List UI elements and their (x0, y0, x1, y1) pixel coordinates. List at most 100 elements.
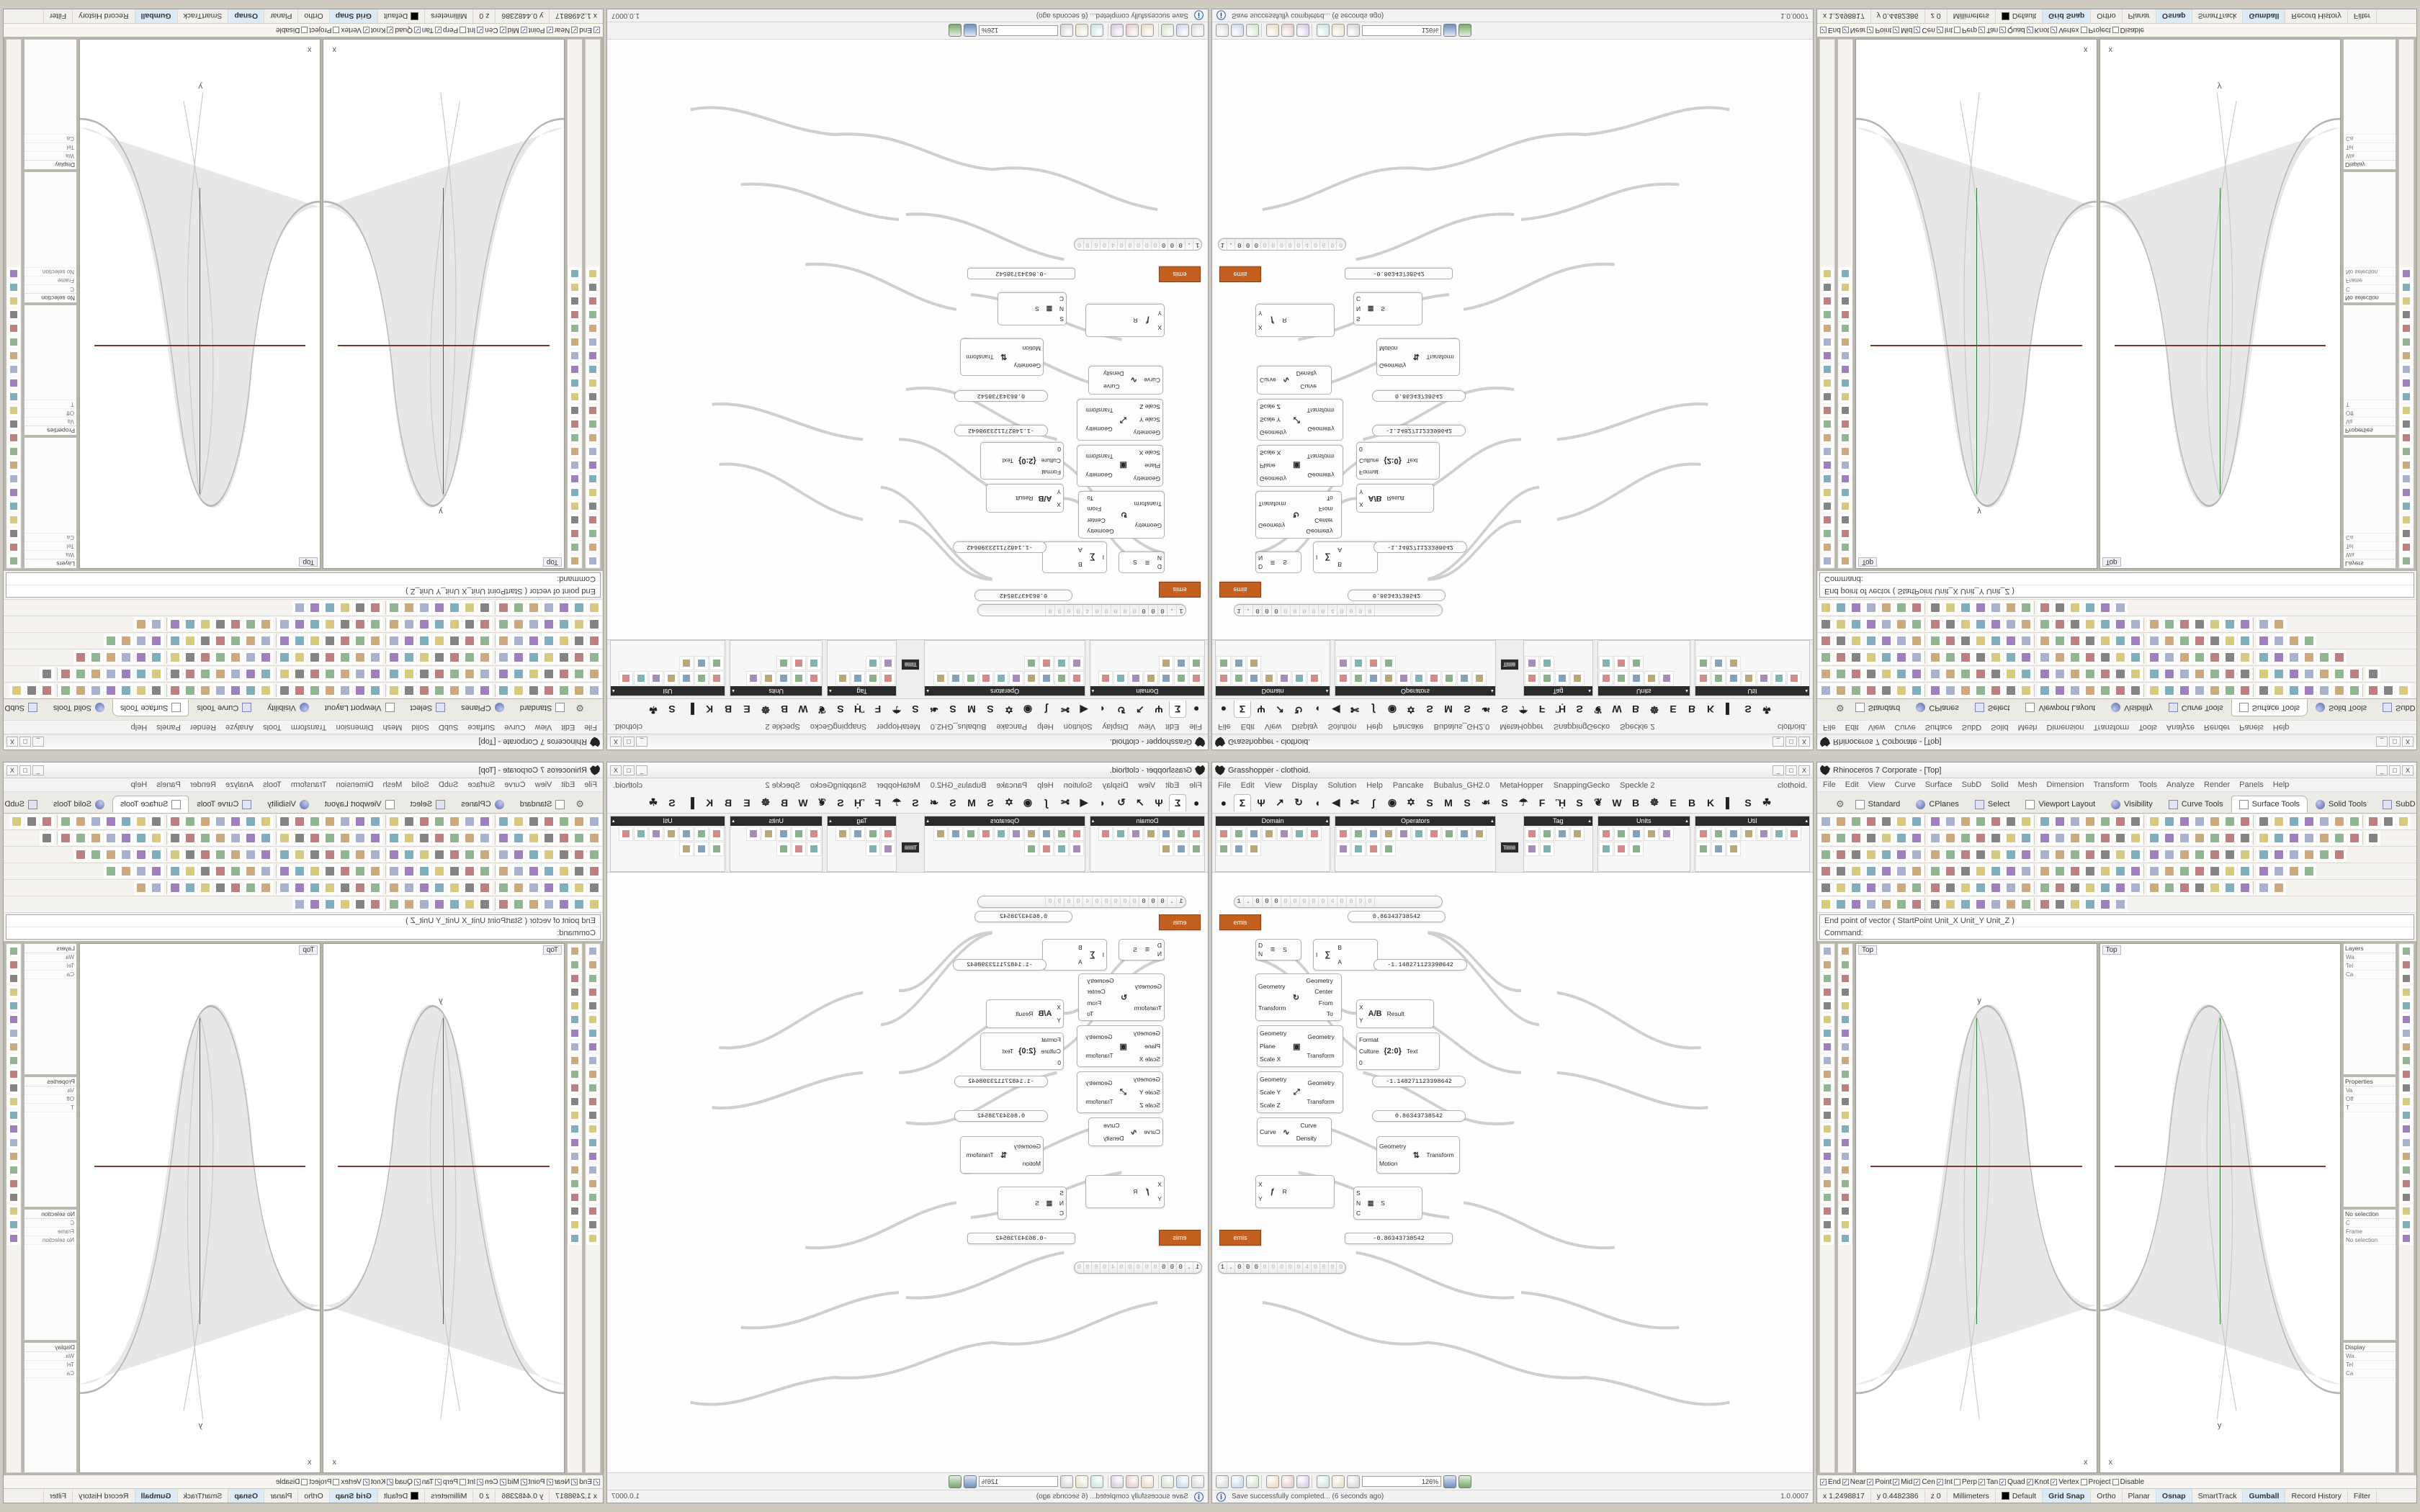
gh-menu-item-0[interactable]: File (1189, 722, 1202, 732)
gh-zoom-extents-icon[interactable] (1317, 1475, 1330, 1488)
rhino-tool-button[interactable] (198, 683, 212, 698)
rhino-tool-button[interactable] (149, 864, 163, 878)
panel-row[interactable]: Off (24, 1094, 76, 1104)
rhino-tool-button[interactable] (277, 881, 292, 895)
rhino-tool-button[interactable] (1973, 864, 1988, 878)
osnap-vertex[interactable]: Vertex (2051, 27, 2079, 35)
osnap-disable[interactable]: Disable (2112, 1478, 2144, 1486)
tab-viewport-layout[interactable]: Viewport Layout (2017, 699, 2103, 716)
gh-component[interactable] (881, 671, 896, 685)
rhino-tool-button[interactable] (2083, 847, 2097, 862)
checkbox[interactable] (1820, 27, 1827, 34)
rhino-tool-button[interactable] (259, 831, 273, 845)
gh-category-22[interactable]: B (780, 703, 789, 716)
rhino-rail-button[interactable] (1839, 1013, 1852, 1026)
rhino-rail-button[interactable] (7, 404, 20, 417)
gh-category-29[interactable]: ☘ (1762, 704, 1772, 716)
node-scale-1[interactable]: Geometry Plane Scale X ▣ Geometry Transf… (1077, 1025, 1163, 1067)
rhino-tool-button[interactable] (557, 897, 571, 912)
gh-menu-item-5[interactable]: Help (1366, 780, 1383, 790)
rhino-rail-button[interactable] (1839, 1232, 1852, 1245)
rhino-tool-button[interactable] (243, 617, 258, 631)
rhino-tool-button[interactable] (1834, 600, 1848, 615)
grasshopper-titlebar[interactable]: Grasshopper - clothoid. _ □ X (607, 734, 1208, 750)
rhino-tool-button[interactable] (228, 683, 243, 698)
rhino-rail-button[interactable] (7, 554, 20, 567)
gh-component[interactable] (1442, 827, 1457, 841)
panel-row[interactable]: Tel (2344, 962, 2396, 971)
slider-digit[interactable]: 0 (1120, 896, 1129, 907)
rhino-tool-button[interactable] (2128, 864, 2143, 878)
rhino-tool-button[interactable] (1958, 600, 1973, 615)
slider-digit[interactable]: 0 (1150, 1262, 1160, 1273)
gh-component[interactable] (1351, 842, 1366, 856)
rhino-tool-button[interactable] (496, 600, 511, 615)
rhino-tool-button[interactable] (1819, 897, 1833, 912)
gh-component[interactable] (1054, 656, 1069, 670)
rhino-rail-button[interactable] (1839, 308, 1852, 321)
rhino-tool-button[interactable] (292, 831, 307, 845)
minimize-button[interactable]: _ (636, 737, 647, 747)
gh-category-15[interactable]: S (1501, 703, 1508, 716)
gh-component[interactable] (694, 827, 709, 841)
rhino-tool-button[interactable] (213, 847, 228, 862)
rhino-tool-button[interactable] (259, 634, 273, 648)
osnap-project[interactable]: Project (2080, 27, 2111, 35)
rhino-tool-button[interactable] (1943, 617, 1958, 631)
rhino-rail-button[interactable] (1839, 281, 1852, 294)
node-slider-pair[interactable]: D N ≡ S (1119, 939, 1165, 960)
osnap-quad[interactable]: Quad (395, 27, 421, 35)
panel-row[interactable]: Frame (2344, 1228, 2396, 1236)
rhino-tool-button[interactable] (1958, 814, 1973, 829)
rhino-tool-button[interactable] (2004, 683, 2018, 698)
node-mass-addition[interactable]: I ∑ B A (1313, 939, 1378, 971)
rhino-tool-button[interactable] (402, 814, 416, 829)
gh-save-icon[interactable] (1176, 24, 1189, 37)
gh-category-21[interactable]: W (798, 796, 808, 809)
rhino-tool-button[interactable] (2192, 847, 2207, 862)
close-button[interactable]: X (610, 765, 622, 775)
rhino-tool-button[interactable] (1849, 667, 1863, 681)
rhino-tool-button[interactable] (2238, 864, 2252, 878)
rhino-tool-button[interactable] (2192, 617, 2207, 631)
gh-menu-item-2[interactable]: View (1138, 780, 1156, 790)
rhino-tool-button[interactable] (213, 650, 228, 665)
tab-solid-tools[interactable]: Solid Tools (45, 796, 112, 813)
checkbox[interactable] (1999, 27, 2007, 34)
bake-button-2[interactable]: emis (1159, 266, 1201, 282)
rhino-tool-button[interactable] (104, 864, 118, 878)
node-transform-1[interactable]: Geometry Transform ↻ Geometry Center Fro… (1255, 973, 1342, 1021)
rhino-tool-button[interactable] (119, 667, 133, 681)
osnap-cen[interactable]: Cen (485, 1478, 506, 1486)
slider-digit[interactable]: 6 (1319, 239, 1329, 250)
slider-digit[interactable]: 6 (1320, 1262, 1329, 1273)
rhino-rail-button[interactable] (2400, 404, 2413, 417)
checkbox[interactable] (362, 27, 369, 34)
bake-button-2[interactable]: emis (1219, 1230, 1261, 1246)
gh-component[interactable] (694, 656, 709, 670)
rhino-tool-button[interactable] (1943, 650, 1958, 665)
rhino-rail-button[interactable] (586, 513, 599, 526)
rhino-tool-button[interactable] (526, 600, 541, 615)
gh-component[interactable] (881, 656, 896, 670)
rhino-tool-button[interactable] (2287, 634, 2301, 648)
rhino-tool-button[interactable] (73, 831, 88, 845)
rhino-rail-button[interactable] (1839, 945, 1852, 958)
rhino-tool-button[interactable] (2068, 831, 2082, 845)
rhino-tool-button[interactable] (2004, 650, 2018, 665)
rhino-tool-button[interactable] (2162, 814, 2177, 829)
rhino-tool-button[interactable] (2162, 881, 2177, 895)
rhino-tool-button[interactable] (478, 650, 492, 665)
gh-component[interactable] (1247, 842, 1261, 856)
rhino-tool-button[interactable] (2223, 847, 2237, 862)
gh-preview-icon[interactable] (1281, 24, 1294, 37)
rhino-menu-item-3[interactable]: Curve (1894, 780, 1916, 789)
gh-component[interactable] (664, 827, 679, 841)
gear-icon[interactable]: ⚙ (1836, 798, 1845, 809)
rhino-menu-item-3[interactable]: Curve (1894, 723, 1916, 732)
rhino-rail-button[interactable] (7, 500, 20, 513)
rhino-rail-button[interactable] (7, 1068, 20, 1081)
gh-component[interactable] (1741, 827, 1756, 841)
rhino-tool-button[interactable] (2053, 600, 2067, 615)
slider-digit[interactable]: 0 (1074, 1262, 1083, 1273)
